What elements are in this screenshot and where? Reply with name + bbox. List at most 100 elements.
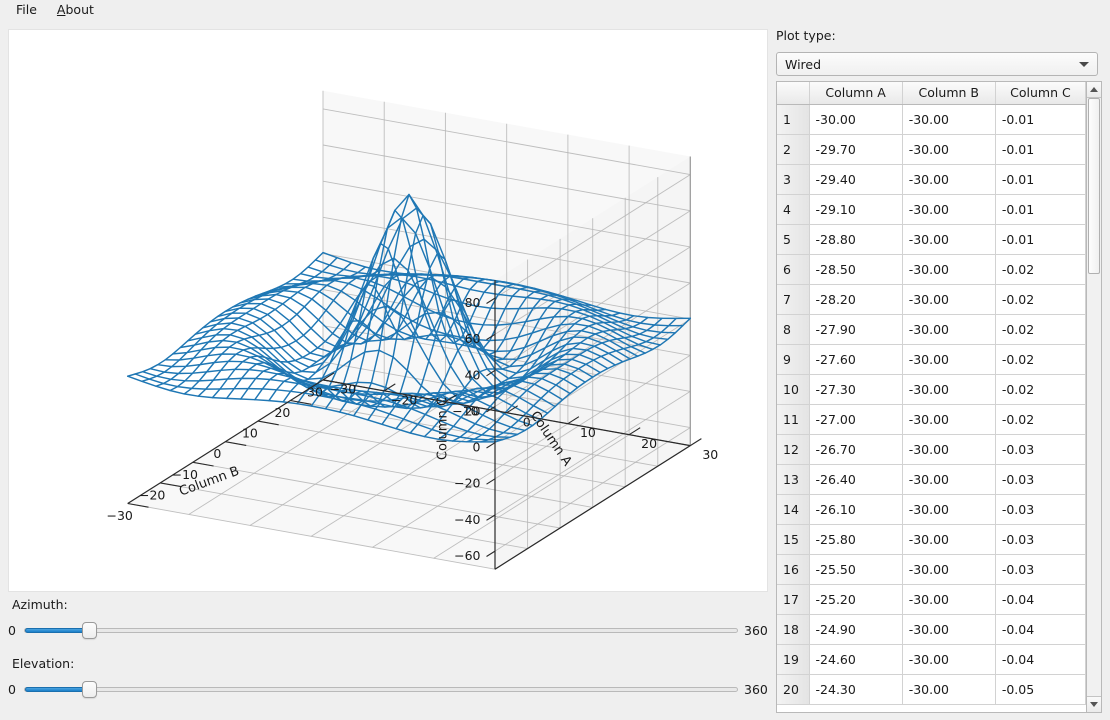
cell-column-a[interactable]: -28.80 — [809, 224, 903, 255]
cell-column-c[interactable]: -0.02 — [995, 284, 1086, 315]
cell-column-a[interactable]: -30.00 — [809, 104, 903, 135]
cell-column-b[interactable]: -30.00 — [902, 644, 996, 675]
table-row[interactable]: 3 -29.40 -30.00 -0.01 — [777, 164, 1086, 195]
cell-column-b[interactable]: -30.00 — [902, 254, 996, 285]
table-row[interactable]: 14 -26.10 -30.00 -0.03 — [777, 494, 1086, 525]
cell-column-b[interactable]: -30.00 — [902, 374, 996, 405]
elevation-slider[interactable] — [24, 680, 738, 698]
cell-column-b[interactable]: -30.00 — [902, 194, 996, 225]
cell-column-b[interactable]: -30.00 — [902, 434, 996, 465]
row-index-cell[interactable]: 1 — [777, 104, 810, 135]
menu-item-file[interactable]: File — [16, 2, 37, 17]
azimuth-slider[interactable] — [24, 621, 738, 639]
table-row[interactable]: 10 -27.30 -30.00 -0.02 — [777, 374, 1086, 405]
row-index-cell[interactable]: 14 — [777, 494, 810, 525]
table-row[interactable]: 2 -29.70 -30.00 -0.01 — [777, 134, 1086, 165]
row-index-cell[interactable]: 3 — [777, 164, 810, 195]
cell-column-a[interactable]: -26.40 — [809, 464, 903, 495]
cell-column-a[interactable]: -29.40 — [809, 164, 903, 195]
cell-column-b[interactable]: -30.00 — [902, 494, 996, 525]
cell-column-b[interactable]: -30.00 — [902, 314, 996, 345]
row-index-cell[interactable]: 6 — [777, 254, 810, 285]
cell-column-c[interactable]: -0.02 — [995, 404, 1086, 435]
plot-canvas[interactable]: −60 −40 −20 0 20 40 60 80 Column C −30 −20 −10 0 10 20… — [8, 29, 768, 592]
table-row[interactable]: 4 -29.10 -30.00 -0.01 — [777, 194, 1086, 225]
cell-column-c[interactable]: -0.04 — [995, 644, 1086, 675]
cell-column-a[interactable]: -24.60 — [809, 644, 903, 675]
cell-column-c[interactable]: -0.02 — [995, 254, 1086, 285]
row-index-cell[interactable]: 18 — [777, 614, 810, 645]
cell-column-c[interactable]: -0.03 — [995, 434, 1086, 465]
cell-column-a[interactable]: -28.20 — [809, 284, 903, 315]
cell-column-a[interactable]: -25.50 — [809, 554, 903, 585]
cell-column-b[interactable]: -30.00 — [902, 584, 996, 615]
table-row[interactable]: 5 -28.80 -30.00 -0.01 — [777, 224, 1086, 255]
cell-column-c[interactable]: -0.01 — [995, 194, 1086, 225]
row-index-cell[interactable]: 7 — [777, 284, 810, 315]
scroll-down-button[interactable] — [1087, 696, 1101, 712]
cell-column-a[interactable]: -27.90 — [809, 314, 903, 345]
cell-column-c[interactable]: -0.02 — [995, 374, 1086, 405]
cell-column-a[interactable]: -29.70 — [809, 134, 903, 165]
cell-column-c[interactable]: -0.01 — [995, 134, 1086, 165]
plot-type-dropdown[interactable]: Wired — [776, 52, 1098, 76]
cell-column-b[interactable]: -30.00 — [902, 164, 996, 195]
cell-column-a[interactable]: -27.30 — [809, 374, 903, 405]
cell-column-a[interactable]: -28.50 — [809, 254, 903, 285]
row-index-cell[interactable]: 16 — [777, 554, 810, 585]
row-index-cell[interactable]: 10 — [777, 374, 810, 405]
table-row[interactable]: 9 -27.60 -30.00 -0.02 — [777, 344, 1086, 375]
cell-column-c[interactable]: -0.02 — [995, 314, 1086, 345]
cell-column-b[interactable]: -30.00 — [902, 134, 996, 165]
elevation-slider-handle[interactable] — [82, 681, 98, 698]
cell-column-b[interactable]: -30.00 — [902, 524, 996, 555]
cell-column-a[interactable]: -29.10 — [809, 194, 903, 225]
table-vertical-scrollbar[interactable] — [1086, 81, 1102, 713]
row-index-cell[interactable]: 20 — [777, 674, 810, 705]
column-header-c[interactable]: Column C — [995, 82, 1086, 105]
table-row[interactable]: 11 -27.00 -30.00 -0.02 — [777, 404, 1086, 435]
table-row[interactable]: 7 -28.20 -30.00 -0.02 — [777, 284, 1086, 315]
cell-column-b[interactable]: -30.00 — [902, 284, 996, 315]
cell-column-a[interactable]: -24.30 — [809, 674, 903, 705]
cell-column-c[interactable]: -0.01 — [995, 104, 1086, 135]
data-table-viewport[interactable]: Column A Column B Column C 1 -30.00 -30.00… — [776, 81, 1086, 713]
table-row[interactable]: 15 -25.80 -30.00 -0.03 — [777, 524, 1086, 555]
table-row[interactable]: 1 -30.00 -30.00 -0.01 — [777, 104, 1086, 135]
column-header-b[interactable]: Column B — [902, 82, 996, 105]
table-row[interactable]: 19 -24.60 -30.00 -0.04 — [777, 644, 1086, 675]
row-index-cell[interactable]: 2 — [777, 134, 810, 165]
cell-column-a[interactable]: -26.70 — [809, 434, 903, 465]
table-row[interactable]: 16 -25.50 -30.00 -0.03 — [777, 554, 1086, 585]
row-index-cell[interactable]: 4 — [777, 194, 810, 225]
cell-column-b[interactable]: -30.00 — [902, 224, 996, 255]
row-index-cell[interactable]: 15 — [777, 524, 810, 555]
row-index-cell[interactable]: 17 — [777, 584, 810, 615]
cell-column-a[interactable]: -27.00 — [809, 404, 903, 435]
table-corner-header[interactable] — [777, 82, 810, 105]
cell-column-a[interactable]: -26.10 — [809, 494, 903, 525]
menu-item-about[interactable]: About — [49, 1, 102, 19]
cell-column-c[interactable]: -0.03 — [995, 494, 1086, 525]
cell-column-c[interactable]: -0.05 — [995, 674, 1086, 705]
row-index-cell[interactable]: 5 — [777, 224, 810, 255]
cell-column-b[interactable]: -30.00 — [902, 464, 996, 495]
cell-column-c[interactable]: -0.03 — [995, 554, 1086, 585]
cell-column-c[interactable]: -0.01 — [995, 164, 1086, 195]
cell-column-c[interactable]: -0.01 — [995, 224, 1086, 255]
scrollbar-thumb[interactable] — [1088, 98, 1100, 274]
cell-column-c[interactable]: -0.02 — [995, 344, 1086, 375]
scrollbar-trough[interactable] — [1087, 98, 1101, 696]
cell-column-c[interactable]: -0.04 — [995, 584, 1086, 615]
cell-column-b[interactable]: -30.00 — [902, 104, 996, 135]
cell-column-a[interactable]: -24.90 — [809, 614, 903, 645]
cell-column-a[interactable]: -27.60 — [809, 344, 903, 375]
cell-column-a[interactable]: -25.20 — [809, 584, 903, 615]
row-index-cell[interactable]: 12 — [777, 434, 810, 465]
table-row[interactable]: 13 -26.40 -30.00 -0.03 — [777, 464, 1086, 495]
table-row[interactable]: 12 -26.70 -30.00 -0.03 — [777, 434, 1086, 465]
column-header-a[interactable]: Column A — [809, 82, 903, 105]
cell-column-a[interactable]: -25.80 — [809, 524, 903, 555]
row-index-cell[interactable]: 19 — [777, 644, 810, 675]
table-row[interactable]: 6 -28.50 -30.00 -0.02 — [777, 254, 1086, 285]
